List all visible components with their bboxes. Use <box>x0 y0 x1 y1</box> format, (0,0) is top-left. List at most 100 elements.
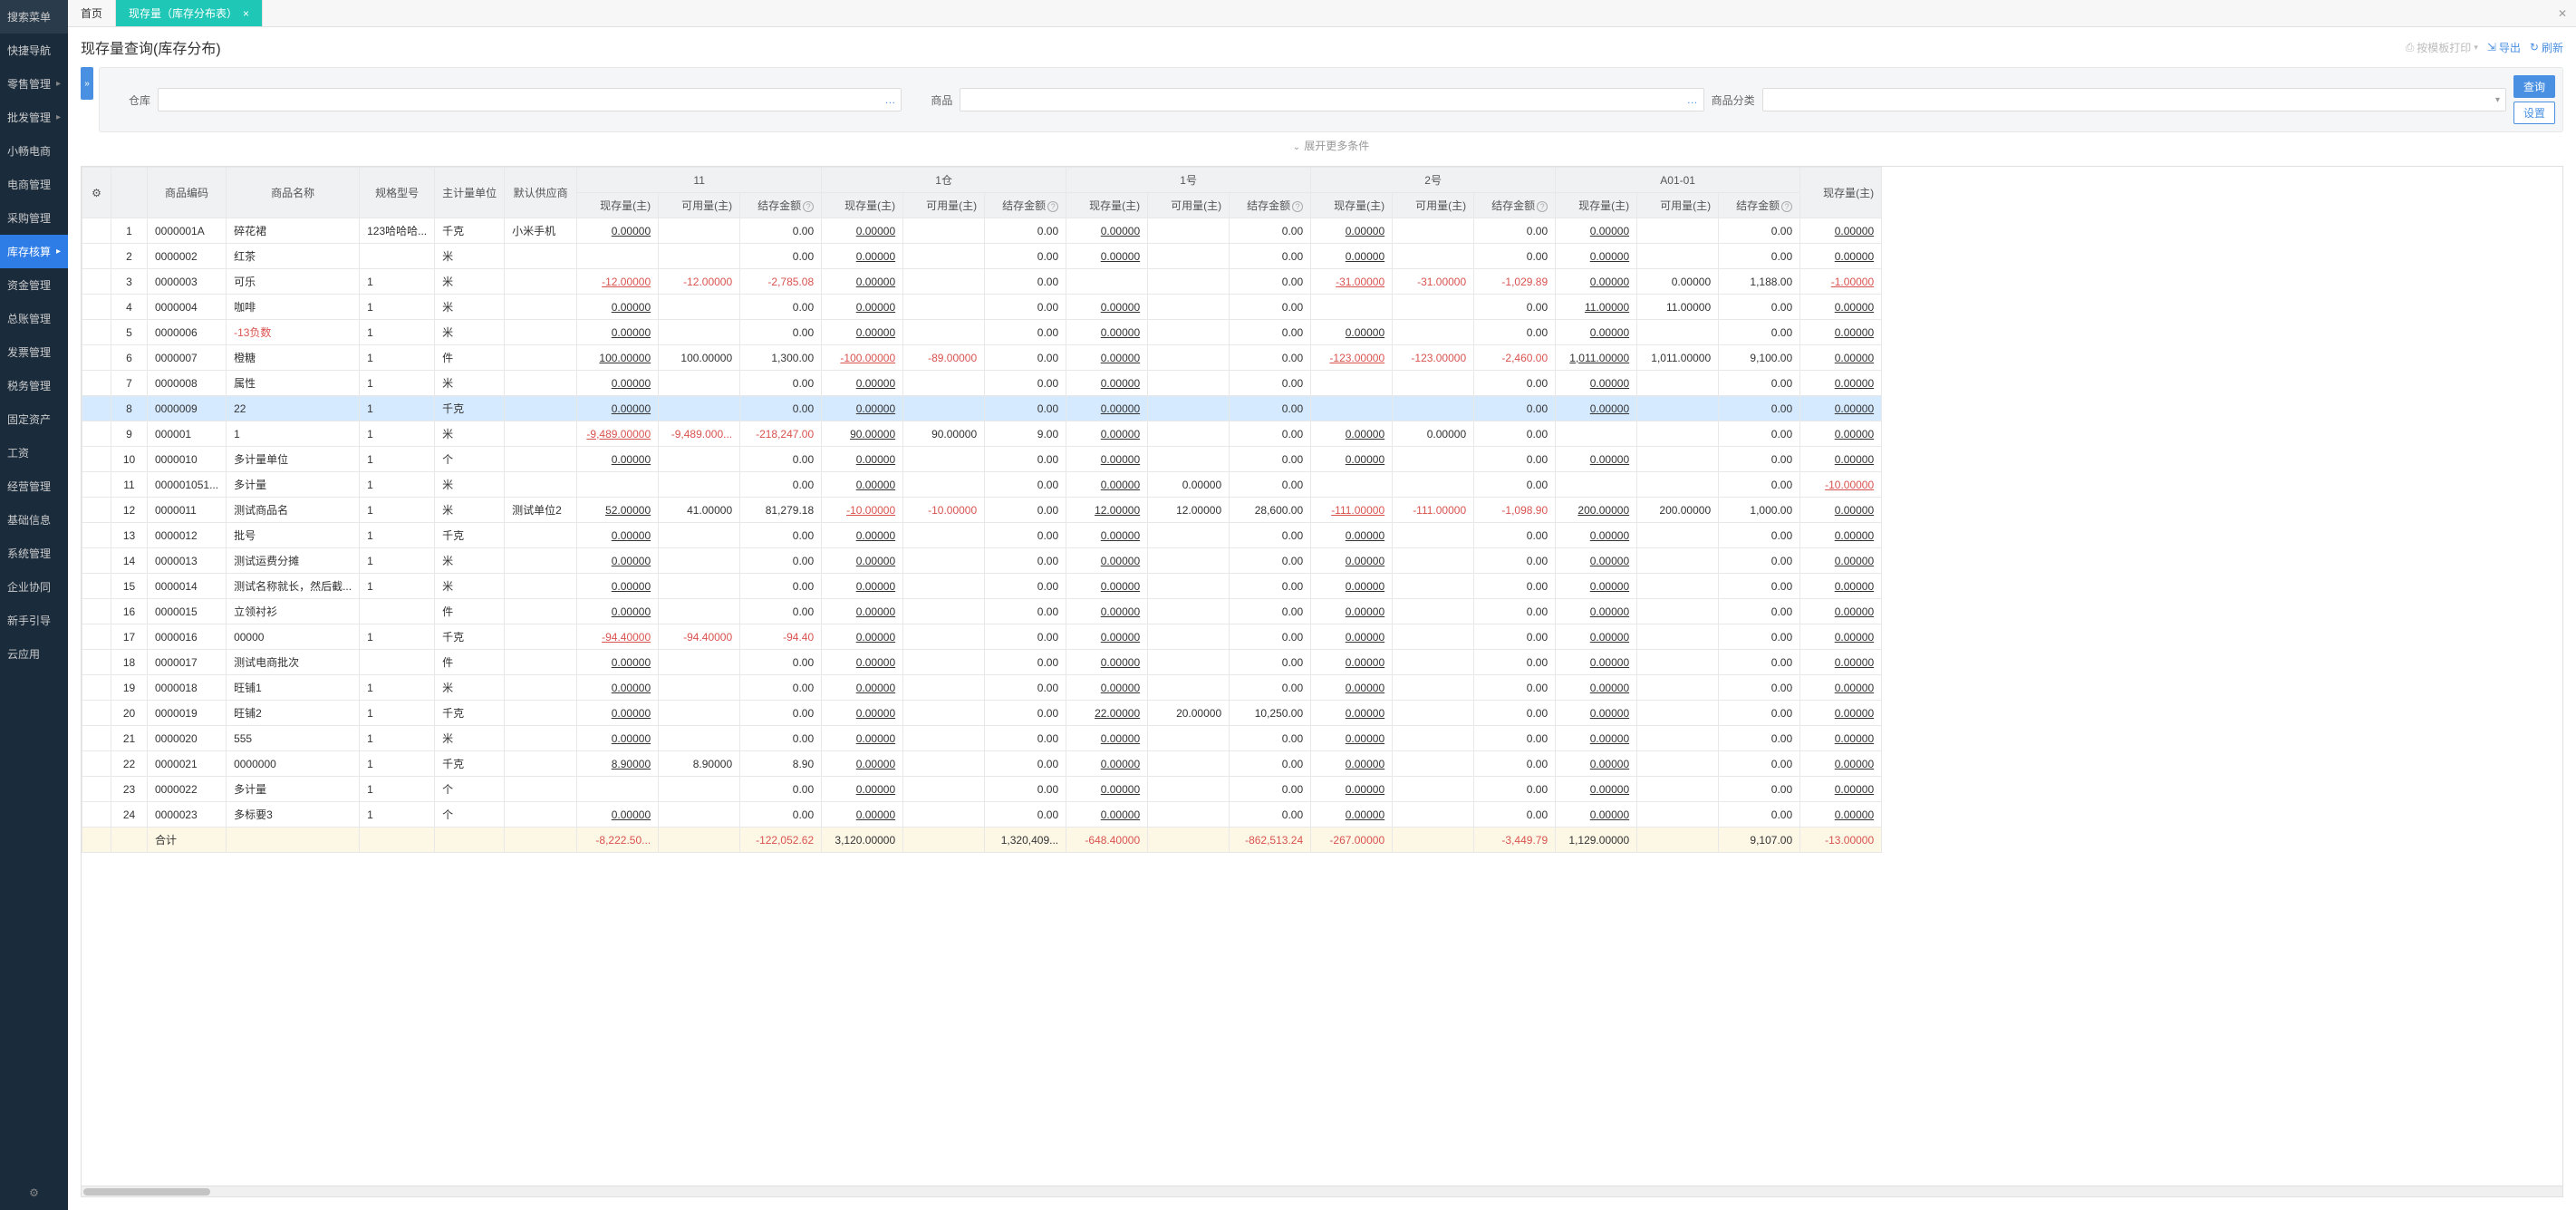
table-cell[interactable]: 0.00000 <box>1311 624 1393 650</box>
query-button[interactable]: 查询 <box>2513 75 2555 98</box>
table-row[interactable]: 5 0000006 -13负数 1 米 0.000000.000.000000.… <box>82 320 1882 345</box>
warehouse-filter-input[interactable]: … <box>158 88 902 111</box>
settings-button[interactable]: 设置 <box>2513 102 2555 124</box>
sidebar-item-0[interactable]: 搜索菜单 <box>0 0 68 34</box>
table-cell[interactable]: 0.00000 <box>1066 548 1148 574</box>
table-cell[interactable]: 0.00000 <box>822 472 903 498</box>
table-cell[interactable]: 0.00000 <box>1066 421 1148 447</box>
table-cell[interactable]: 0.00000 <box>577 802 659 828</box>
refresh-action[interactable]: ↻ 刷新 <box>2530 40 2563 55</box>
table-cell[interactable]: 0.00000 <box>1311 523 1393 548</box>
sidebar-item-8[interactable]: 资金管理 <box>0 268 68 302</box>
table-cell[interactable]: 52.00000 <box>577 498 659 523</box>
table-cell[interactable]: 0.00000 <box>577 599 659 624</box>
table-cell[interactable]: 0.00000 <box>822 650 903 675</box>
table-cell[interactable]: 0.00000 <box>822 244 903 269</box>
table-cell[interactable]: 0.00000 <box>1066 802 1148 828</box>
table-cell[interactable]: 0.00000 <box>1800 802 1882 828</box>
expand-filters-toggle[interactable]: ⌄展开更多条件 <box>99 132 2563 159</box>
table-cell[interactable]: 0.00000 <box>1556 371 1637 396</box>
table-cell[interactable]: 0.00000 <box>822 371 903 396</box>
table-cell[interactable]: 0.00000 <box>822 675 903 701</box>
table-row[interactable]: 8 0000009 22 1 千克 0.000000.000.000000.00… <box>82 396 1882 421</box>
sidebar-item-17[interactable]: 企业协同 <box>0 570 68 604</box>
sidebar-item-9[interactable]: 总账管理 <box>0 302 68 335</box>
table-cell[interactable]: 0.00000 <box>1066 574 1148 599</box>
table-cell[interactable]: 0.00000 <box>822 701 903 726</box>
tab-1[interactable]: 现存量（库存分布表）× <box>116 0 263 26</box>
table-cell[interactable]: 0.00000 <box>577 574 659 599</box>
table-cell[interactable]: 0.00000 <box>1311 320 1393 345</box>
table-cell[interactable]: 0.00000 <box>822 548 903 574</box>
table-cell[interactable]: 0.00000 <box>1556 650 1637 675</box>
table-cell[interactable]: 0.00000 <box>1066 472 1148 498</box>
table-cell[interactable]: 0.00000 <box>822 295 903 320</box>
table-cell[interactable]: 0.00000 <box>1800 548 1882 574</box>
gear-column-header[interactable]: ⚙ <box>82 168 111 218</box>
sidebar-item-5[interactable]: 电商管理 <box>0 168 68 201</box>
sidebar-item-18[interactable]: 新手引导 <box>0 604 68 637</box>
table-cell[interactable]: 0.00000 <box>822 523 903 548</box>
sidebar-item-13[interactable]: 工资 <box>0 436 68 469</box>
table-cell[interactable]: 8.90000 <box>577 751 659 777</box>
table-cell[interactable]: -10.00000 <box>822 498 903 523</box>
table-row[interactable]: 15 0000014 测试名称就长，然后截... 1 米 0.000000.00… <box>82 574 1882 599</box>
table-cell[interactable]: -111.00000 <box>1311 498 1393 523</box>
help-icon[interactable]: ? <box>1292 201 1303 212</box>
table-cell[interactable]: 0.00000 <box>1311 447 1393 472</box>
scrollbar-thumb[interactable] <box>83 1188 210 1195</box>
table-cell[interactable]: 0.00000 <box>1556 726 1637 751</box>
table-cell[interactable]: 0.00000 <box>1311 599 1393 624</box>
table-row[interactable]: 22 0000021 0000000 1 千克 8.900008.900008.… <box>82 751 1882 777</box>
table-cell[interactable]: 0.00000 <box>1800 650 1882 675</box>
table-row[interactable]: 20 0000019 旺铺2 1 千克 0.000000.000.000000.… <box>82 701 1882 726</box>
table-cell[interactable]: -123.00000 <box>1311 345 1393 371</box>
table-cell[interactable]: 0.00000 <box>1800 675 1882 701</box>
table-cell[interactable]: 0.00000 <box>1556 751 1637 777</box>
help-icon[interactable]: ? <box>1781 201 1792 212</box>
table-row[interactable]: 4 0000004 咖啡 1 米 0.000000.000.000000.000… <box>82 295 1882 320</box>
table-cell[interactable]: -94.40000 <box>577 624 659 650</box>
table-cell[interactable]: 0.00000 <box>1556 523 1637 548</box>
category-filter-input[interactable]: ▾ <box>1762 88 2506 111</box>
table-row[interactable]: 12 0000011 测试商品名 1 米 测试单位2 52.0000041.00… <box>82 498 1882 523</box>
table-cell[interactable]: 0.00000 <box>1311 751 1393 777</box>
table-cell[interactable]: 0.00000 <box>1800 244 1882 269</box>
table-cell[interactable]: 0.00000 <box>822 320 903 345</box>
table-cell[interactable]: 0.00000 <box>1066 751 1148 777</box>
table-cell[interactable]: 12.00000 <box>1066 498 1148 523</box>
table-cell[interactable]: -1.00000 <box>1800 269 1882 295</box>
table-cell[interactable]: 0.00000 <box>577 548 659 574</box>
table-cell[interactable]: 0.00000 <box>1556 269 1637 295</box>
table-cell[interactable]: 0.00000 <box>1066 345 1148 371</box>
table-row[interactable]: 2 0000002 红茶 米 0.000.000000.000.000000.0… <box>82 244 1882 269</box>
sidebar-item-14[interactable]: 经营管理 <box>0 469 68 503</box>
table-cell[interactable]: 0.00000 <box>577 396 659 421</box>
table-cell[interactable]: 0.00000 <box>822 599 903 624</box>
sidebar-item-1[interactable]: 快捷导航 <box>0 34 68 67</box>
sidebar-item-11[interactable]: 税务管理 <box>0 369 68 402</box>
table-cell[interactable]: 0.00000 <box>1800 726 1882 751</box>
table-cell[interactable]: 0.00000 <box>1556 244 1637 269</box>
table-cell[interactable]: 0.00000 <box>1556 599 1637 624</box>
table-cell[interactable]: 0.00000 <box>1800 624 1882 650</box>
table-row[interactable]: 13 0000012 批号 1 千克 0.000000.000.000000.0… <box>82 523 1882 548</box>
table-cell[interactable]: 0.00000 <box>1556 548 1637 574</box>
table-cell[interactable]: 0.00000 <box>577 675 659 701</box>
table-row[interactable]: 23 0000022 多计量 1 个 0.000.000000.000.0000… <box>82 777 1882 802</box>
table-cell[interactable]: 0.00000 <box>1556 218 1637 244</box>
table-cell[interactable]: -10.00000 <box>1800 472 1882 498</box>
table-row[interactable]: 21 0000020 555 1 米 0.000000.000.000000.0… <box>82 726 1882 751</box>
horizontal-scrollbar[interactable] <box>81 1186 2563 1197</box>
table-cell[interactable]: 0.00000 <box>577 371 659 396</box>
table-cell[interactable]: 0.00000 <box>822 269 903 295</box>
table-row[interactable]: 16 0000015 立领衬衫 件 0.000000.000.000000.00… <box>82 599 1882 624</box>
table-cell[interactable]: 0.00000 <box>1066 523 1148 548</box>
lookup-icon[interactable]: … <box>884 93 895 106</box>
table-cell[interactable]: 0.00000 <box>577 650 659 675</box>
table-cell[interactable]: 0.00000 <box>822 624 903 650</box>
table-cell[interactable]: 0.00000 <box>1311 777 1393 802</box>
table-cell[interactable]: 0.00000 <box>822 726 903 751</box>
table-cell[interactable]: 0.00000 <box>822 447 903 472</box>
table-cell[interactable]: 0.00000 <box>1066 777 1148 802</box>
